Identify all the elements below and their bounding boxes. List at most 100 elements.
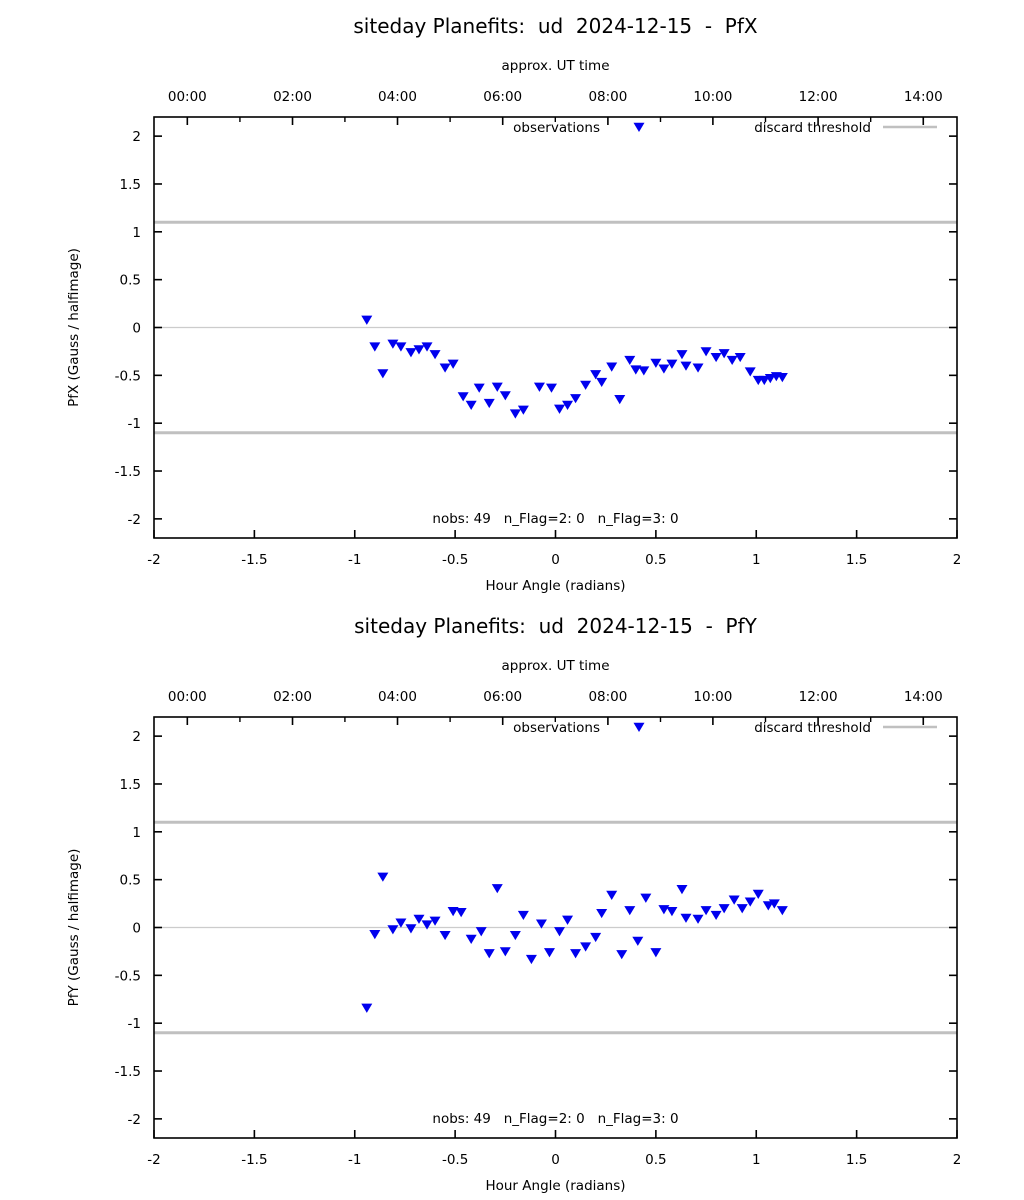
observation-marker bbox=[533, 382, 545, 392]
x2-tick-label: 14:00 bbox=[904, 689, 943, 705]
y-tick-label: 0 bbox=[132, 321, 141, 337]
observation-marker bbox=[517, 910, 529, 921]
y-tick-label: 0 bbox=[132, 921, 141, 937]
observation-marker bbox=[377, 369, 389, 379]
y-tick-label: 1.5 bbox=[120, 177, 141, 193]
observation-marker bbox=[554, 927, 566, 937]
x2-tick-label: 12:00 bbox=[799, 89, 838, 105]
x2-tick-label: 08:00 bbox=[588, 689, 627, 705]
x-tick-label: 1.5 bbox=[846, 552, 867, 568]
observation-marker bbox=[700, 347, 712, 357]
legend-threshold-label: discard threshold bbox=[754, 720, 871, 736]
x-axis-label: Hour Angle (radians) bbox=[485, 1178, 625, 1194]
observation-marker bbox=[692, 914, 704, 924]
observation-marker bbox=[465, 400, 477, 411]
observation-marker bbox=[509, 409, 521, 419]
observation-marker bbox=[377, 872, 389, 882]
observation-marker bbox=[491, 884, 503, 894]
observation-marker bbox=[590, 932, 602, 943]
observation-marker bbox=[768, 899, 780, 909]
x-tick-label: -1.5 bbox=[241, 1152, 267, 1168]
observation-marker bbox=[562, 915, 574, 925]
observation-marker bbox=[624, 906, 636, 916]
x2-axis-label: approx. UT time bbox=[502, 658, 610, 674]
observation-marker bbox=[405, 348, 417, 358]
observation-marker bbox=[562, 400, 574, 411]
observation-marker bbox=[499, 391, 511, 401]
x-tick-label: 0 bbox=[551, 1152, 560, 1168]
observation-marker bbox=[718, 904, 730, 914]
observation-marker bbox=[710, 910, 722, 921]
y-tick-label: -1 bbox=[128, 1016, 141, 1032]
x-tick-label: 0.5 bbox=[645, 552, 666, 568]
y-tick-label: 2 bbox=[132, 129, 141, 145]
observation-marker bbox=[421, 342, 433, 352]
observation-marker bbox=[776, 373, 788, 383]
observation-marker bbox=[421, 920, 433, 930]
legend-observations-label: observations bbox=[513, 120, 600, 136]
observation-marker bbox=[387, 339, 399, 349]
observation-marker bbox=[710, 352, 722, 363]
y-tick-label: 1.5 bbox=[120, 777, 141, 793]
x-tick-label: 1 bbox=[752, 1152, 761, 1168]
y-tick-label: 1 bbox=[132, 225, 141, 241]
observation-marker bbox=[680, 361, 692, 371]
y-axis-label: PfY (Gauss / halfimage) bbox=[66, 849, 82, 1007]
x2-tick-label: 10:00 bbox=[693, 89, 732, 105]
y-tick-label: 2 bbox=[132, 729, 141, 745]
observation-marker bbox=[517, 405, 529, 415]
x-tick-label: -1 bbox=[348, 552, 361, 568]
observation-marker bbox=[580, 380, 592, 390]
y-axis-label: PfX (Gauss / halfimage) bbox=[66, 248, 82, 407]
observation-marker bbox=[429, 350, 441, 360]
observation-marker bbox=[596, 908, 608, 919]
observation-marker bbox=[361, 315, 373, 325]
x-tick-label: 1.5 bbox=[846, 1152, 867, 1168]
observation-marker bbox=[447, 359, 459, 369]
observation-marker bbox=[744, 897, 756, 907]
pfx-panel: -2 -1.5 -1 -0.5 0 0.5 1 1.5 2 -2 -1.5 -1 -0.5 0 0.5 1 1.… bbox=[66, 14, 961, 594]
observation-marker bbox=[543, 948, 555, 958]
x-tick-label: -0.5 bbox=[442, 1152, 468, 1168]
observation-marker bbox=[762, 901, 774, 911]
observation-marker bbox=[666, 907, 678, 917]
x-tick-label: -0.5 bbox=[442, 552, 468, 568]
stats-annotation: nobs: 49 n_Flag=2: 0 n_Flag=3: 0 bbox=[432, 1111, 678, 1127]
observation-marker bbox=[650, 948, 662, 958]
observation-marker bbox=[457, 392, 469, 402]
observation-marker bbox=[718, 349, 730, 359]
observation-marker bbox=[658, 905, 670, 915]
observation-marker bbox=[758, 375, 770, 386]
y-tick-label: -1.5 bbox=[115, 1064, 141, 1080]
observation-marker bbox=[387, 925, 399, 935]
observation-marker bbox=[545, 383, 557, 393]
x-tick-label: -2 bbox=[147, 552, 160, 568]
x2-tick-label: 04:00 bbox=[378, 689, 417, 705]
observation-marker bbox=[483, 398, 495, 409]
observation-marker bbox=[413, 914, 425, 924]
stats-annotation: nobs: 49 n_Flag=2: 0 n_Flag=3: 0 bbox=[432, 511, 678, 527]
x-tick-label: -1.5 bbox=[241, 552, 267, 568]
observation-marker bbox=[439, 930, 451, 941]
x2-tick-label: 12:00 bbox=[799, 689, 838, 705]
observation-marker bbox=[429, 916, 441, 926]
x2-axis-label: approx. UT time bbox=[502, 58, 610, 74]
observation-marker bbox=[369, 929, 381, 940]
observation-marker bbox=[614, 395, 626, 405]
observation-marker bbox=[590, 370, 602, 380]
y-tick-label: -0.5 bbox=[115, 368, 141, 384]
observation-marker bbox=[650, 358, 662, 368]
x-tick-label: 2 bbox=[953, 1152, 962, 1168]
observation-marker bbox=[616, 950, 628, 960]
observation-marker bbox=[413, 345, 425, 355]
observation-marker bbox=[596, 377, 608, 388]
x2-tick-label: 10:00 bbox=[693, 689, 732, 705]
x2-tick-label: 06:00 bbox=[483, 89, 522, 105]
observation-marker bbox=[525, 954, 537, 965]
x2-tick-label: 08:00 bbox=[588, 89, 627, 105]
y-tick-label: -0.5 bbox=[115, 968, 141, 984]
observation-marker bbox=[624, 355, 636, 366]
observation-marker bbox=[455, 907, 467, 918]
observation-marker bbox=[395, 342, 407, 352]
x2-tick-label: 02:00 bbox=[273, 689, 312, 705]
